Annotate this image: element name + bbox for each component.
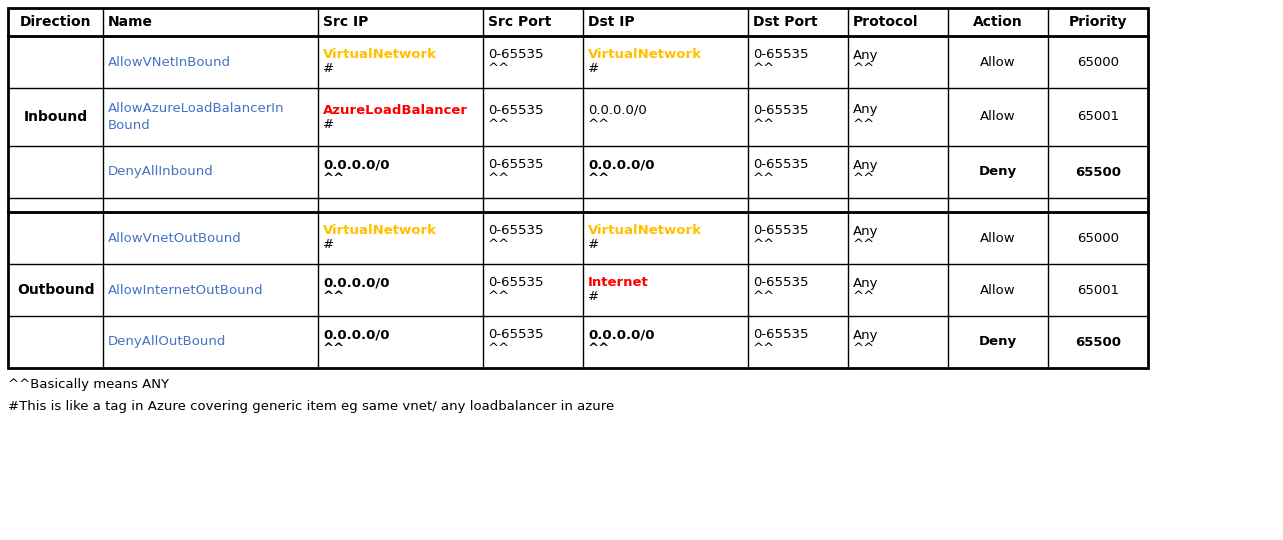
Text: Src Port: Src Port bbox=[488, 15, 552, 29]
Text: ^^: ^^ bbox=[853, 342, 875, 355]
Text: Outbound: Outbound bbox=[17, 283, 94, 297]
Text: VirtualNetwork: VirtualNetwork bbox=[588, 49, 702, 62]
Text: #: # bbox=[323, 118, 334, 131]
Text: Any: Any bbox=[853, 276, 879, 289]
Text: AllowAzureLoadBalancerIn
Bound: AllowAzureLoadBalancerIn Bound bbox=[108, 102, 285, 132]
Text: 65500: 65500 bbox=[1075, 335, 1121, 348]
Text: Name: Name bbox=[108, 15, 153, 29]
Text: VirtualNetwork: VirtualNetwork bbox=[588, 225, 702, 238]
Text: ^^: ^^ bbox=[853, 291, 875, 303]
Text: ^^: ^^ bbox=[853, 239, 875, 252]
Text: AzureLoadBalancer: AzureLoadBalancer bbox=[323, 104, 468, 117]
Text: 0-65535: 0-65535 bbox=[488, 276, 544, 289]
Text: ^^: ^^ bbox=[488, 172, 511, 186]
Text: 65000: 65000 bbox=[1076, 56, 1119, 69]
Text: Deny: Deny bbox=[979, 335, 1017, 348]
Text: AllowInternetOutBound: AllowInternetOutBound bbox=[108, 284, 263, 296]
Text: ^^: ^^ bbox=[753, 342, 775, 355]
Text: #: # bbox=[323, 239, 334, 252]
Text: Dst IP: Dst IP bbox=[588, 15, 635, 29]
Text: Action: Action bbox=[973, 15, 1023, 29]
Text: AllowVnetOutBound: AllowVnetOutBound bbox=[108, 232, 241, 245]
Text: Internet: Internet bbox=[588, 276, 649, 289]
Text: #: # bbox=[588, 63, 599, 76]
Text: ^^: ^^ bbox=[323, 342, 345, 355]
Text: ^^: ^^ bbox=[753, 239, 775, 252]
Text: ^^: ^^ bbox=[588, 118, 611, 131]
Text: 0-65535: 0-65535 bbox=[753, 225, 808, 238]
Text: Allow: Allow bbox=[980, 284, 1016, 296]
Text: Any: Any bbox=[853, 225, 879, 238]
Text: ^^: ^^ bbox=[753, 63, 775, 76]
Text: ^^: ^^ bbox=[323, 291, 345, 303]
Text: ^^Basically means ANY: ^^Basically means ANY bbox=[8, 378, 169, 391]
Text: 0-65535: 0-65535 bbox=[753, 328, 808, 341]
Text: Any: Any bbox=[853, 159, 879, 172]
Text: ^^: ^^ bbox=[588, 172, 611, 186]
Text: ^^: ^^ bbox=[323, 172, 345, 186]
Text: DenyAllOutBound: DenyAllOutBound bbox=[108, 335, 226, 348]
Text: 0.0.0.0/0: 0.0.0.0/0 bbox=[588, 159, 654, 172]
Text: 65000: 65000 bbox=[1076, 232, 1119, 245]
Text: Inbound: Inbound bbox=[23, 110, 87, 124]
Text: 0-65535: 0-65535 bbox=[488, 328, 544, 341]
Text: #: # bbox=[588, 239, 599, 252]
Text: Any: Any bbox=[853, 104, 879, 117]
Text: ^^: ^^ bbox=[588, 342, 611, 355]
Text: 0.0.0.0/0: 0.0.0.0/0 bbox=[323, 159, 390, 172]
Text: Src IP: Src IP bbox=[323, 15, 368, 29]
Text: 65500: 65500 bbox=[1075, 165, 1121, 179]
Text: ^^: ^^ bbox=[488, 239, 511, 252]
Text: ^^: ^^ bbox=[488, 118, 511, 131]
Text: Protocol: Protocol bbox=[853, 15, 919, 29]
Text: ^^: ^^ bbox=[753, 118, 775, 131]
Text: 0-65535: 0-65535 bbox=[753, 159, 808, 172]
Text: Any: Any bbox=[853, 328, 879, 341]
Text: Priority: Priority bbox=[1069, 15, 1128, 29]
Text: 0.0.0.0/0: 0.0.0.0/0 bbox=[588, 328, 654, 341]
Text: 65001: 65001 bbox=[1076, 111, 1119, 124]
Text: 0-65535: 0-65535 bbox=[488, 159, 544, 172]
Bar bbox=[8, 8, 1148, 368]
Text: 0-65535: 0-65535 bbox=[488, 104, 544, 117]
Text: ^^: ^^ bbox=[853, 63, 875, 76]
Text: VirtualNetwork: VirtualNetwork bbox=[323, 225, 438, 238]
Text: 65001: 65001 bbox=[1076, 284, 1119, 296]
Text: ^^: ^^ bbox=[753, 291, 775, 303]
Text: 0-65535: 0-65535 bbox=[488, 225, 544, 238]
Text: ^^: ^^ bbox=[853, 172, 875, 186]
Text: Any: Any bbox=[853, 49, 879, 62]
Text: VirtualNetwork: VirtualNetwork bbox=[323, 49, 438, 62]
Text: #: # bbox=[588, 291, 599, 303]
Text: 0-65535: 0-65535 bbox=[488, 49, 544, 62]
Text: 0.0.0.0/0: 0.0.0.0/0 bbox=[323, 328, 390, 341]
Text: #: # bbox=[323, 63, 334, 76]
Text: ^^: ^^ bbox=[488, 342, 511, 355]
Text: Allow: Allow bbox=[980, 232, 1016, 245]
Text: #This is like a tag in Azure covering generic item eg same vnet/ any loadbalance: #This is like a tag in Azure covering ge… bbox=[8, 400, 615, 413]
Text: Allow: Allow bbox=[980, 111, 1016, 124]
Text: 0-65535: 0-65535 bbox=[753, 276, 808, 289]
Text: Direction: Direction bbox=[19, 15, 91, 29]
Text: ^^: ^^ bbox=[753, 172, 775, 186]
Text: Allow: Allow bbox=[980, 56, 1016, 69]
Text: ^^: ^^ bbox=[853, 118, 875, 131]
Text: DenyAllInbound: DenyAllInbound bbox=[108, 165, 214, 179]
Text: 0.0.0.0/0: 0.0.0.0/0 bbox=[588, 104, 647, 117]
Text: ^^: ^^ bbox=[488, 291, 511, 303]
Text: AllowVNetInBound: AllowVNetInBound bbox=[108, 56, 231, 69]
Text: Deny: Deny bbox=[979, 165, 1017, 179]
Text: Dst Port: Dst Port bbox=[753, 15, 817, 29]
Text: 0.0.0.0/0: 0.0.0.0/0 bbox=[323, 276, 390, 289]
Text: 0-65535: 0-65535 bbox=[753, 104, 808, 117]
Text: ^^: ^^ bbox=[488, 63, 511, 76]
Text: 0-65535: 0-65535 bbox=[753, 49, 808, 62]
